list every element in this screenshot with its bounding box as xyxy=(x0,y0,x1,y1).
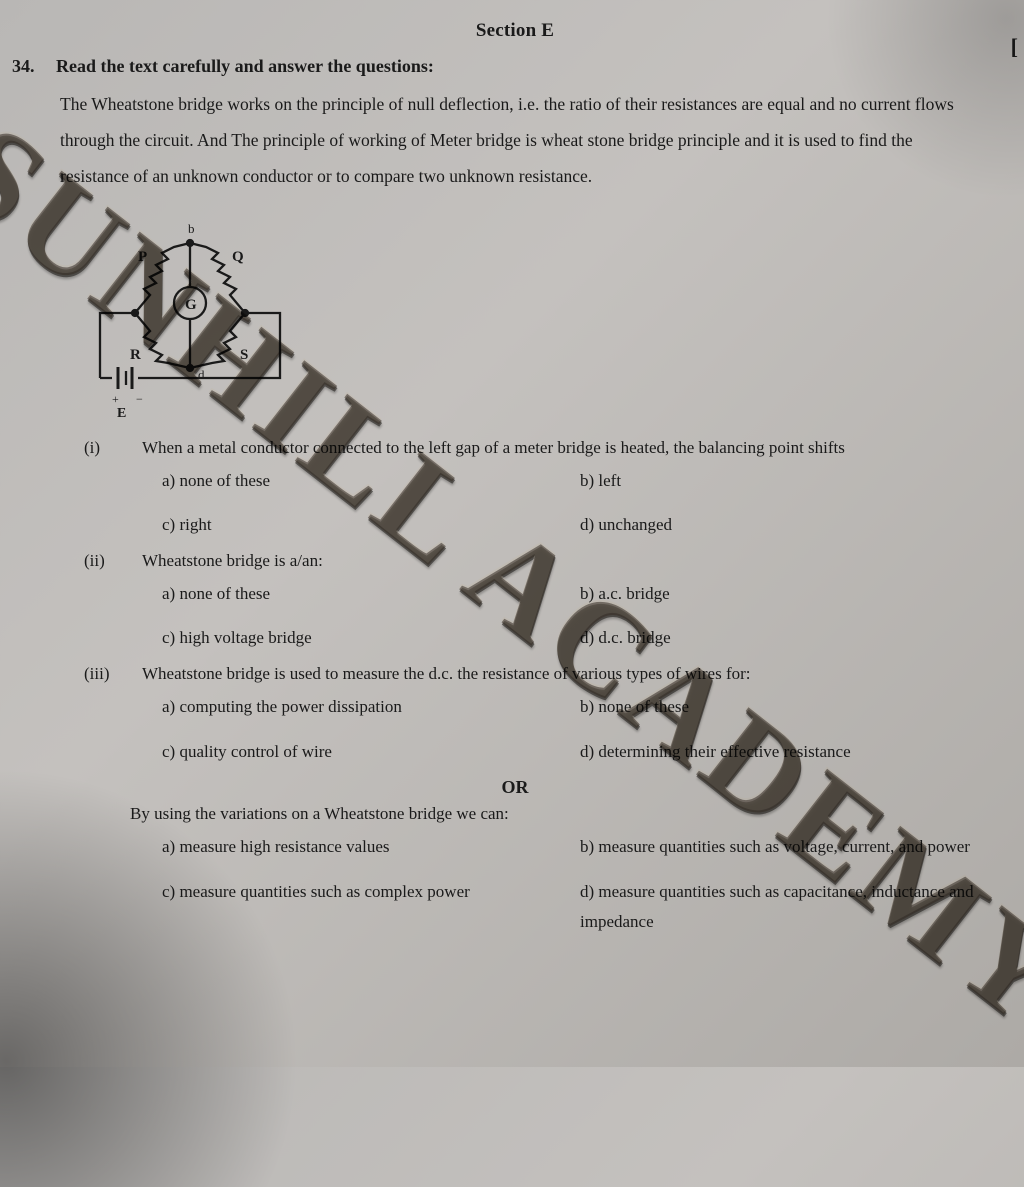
opt-i-a: a) none of these xyxy=(162,466,556,497)
label-q: Q xyxy=(232,249,244,265)
opt-iii-d: d) determining their effective resistanc… xyxy=(580,737,974,768)
opt-alt-b: b) measure quantities such as voltage, c… xyxy=(580,832,974,863)
vignette-bottom-left xyxy=(0,767,300,1187)
alternative-stem: By using the variations on a Wheatstone … xyxy=(130,804,974,824)
opt-alt-a: a) measure high resistance values xyxy=(162,832,556,863)
opt-alt-d: d) measure quantities such as capacitanc… xyxy=(580,877,974,938)
passage-text: The Wheatstone bridge works on the princ… xyxy=(60,87,974,195)
subquestion-ii: (ii) Wheatstone bridge is a/an: xyxy=(84,551,974,571)
question-instruction: Read the text carefully and answer the q… xyxy=(56,56,434,77)
svg-text:−: − xyxy=(136,392,143,406)
opt-i-d: d) unchanged xyxy=(580,510,974,541)
question-number: 34. xyxy=(12,56,42,77)
subquestion-iii: (iii) Wheatstone bridge is used to measu… xyxy=(84,664,974,684)
stem-iii: Wheatstone bridge is used to measure the… xyxy=(142,664,751,684)
roman-ii: (ii) xyxy=(84,551,124,571)
stem-ii: Wheatstone bridge is a/an: xyxy=(142,551,323,571)
label-r: R xyxy=(130,347,141,363)
wheatstone-diagram: + − P xyxy=(80,203,974,428)
or-separator: OR xyxy=(56,777,974,798)
options-iii: a) computing the power dissipation b) no… xyxy=(162,692,974,767)
label-e: E xyxy=(117,406,126,421)
label-p: P xyxy=(138,249,147,265)
label-b: b xyxy=(188,221,195,236)
margin-bracket: [ xyxy=(1011,34,1018,60)
label-s: S xyxy=(240,347,248,363)
opt-alt-c: c) measure quantities such as complex po… xyxy=(162,877,556,938)
exam-page: Section E [ 34. Read the text carefully … xyxy=(0,0,1024,1067)
opt-ii-d: d) d.c. bridge xyxy=(580,623,974,654)
svg-text:+: + xyxy=(112,392,119,406)
label-d: d xyxy=(198,367,205,382)
opt-iii-c: c) quality control of wire xyxy=(162,737,556,768)
wheatstone-svg: + − P xyxy=(80,203,310,423)
label-g: G xyxy=(185,297,197,313)
opt-ii-c: c) high voltage bridge xyxy=(162,623,556,654)
question-header: 34. Read the text carefully and answer t… xyxy=(56,56,974,77)
opt-ii-b: b) a.c. bridge xyxy=(580,579,974,610)
section-title: Section E xyxy=(56,20,974,42)
opt-iii-a: a) computing the power dissipation xyxy=(162,692,556,723)
roman-iii: (iii) xyxy=(84,664,124,684)
options-ii: a) none of these b) a.c. bridge c) high … xyxy=(162,579,974,654)
opt-ii-a: a) none of these xyxy=(162,579,556,610)
opt-i-c: c) right xyxy=(162,510,556,541)
options-i: a) none of these b) left c) right d) unc… xyxy=(162,466,974,541)
opt-iii-b: b) none of these xyxy=(580,692,974,723)
options-alt: a) measure high resistance values b) mea… xyxy=(162,832,974,938)
subquestion-i: (i) When a metal conductor connected to … xyxy=(84,438,974,458)
opt-i-b: b) left xyxy=(580,466,974,497)
stem-i: When a metal conductor connected to the … xyxy=(142,438,845,458)
roman-i: (i) xyxy=(84,438,124,458)
